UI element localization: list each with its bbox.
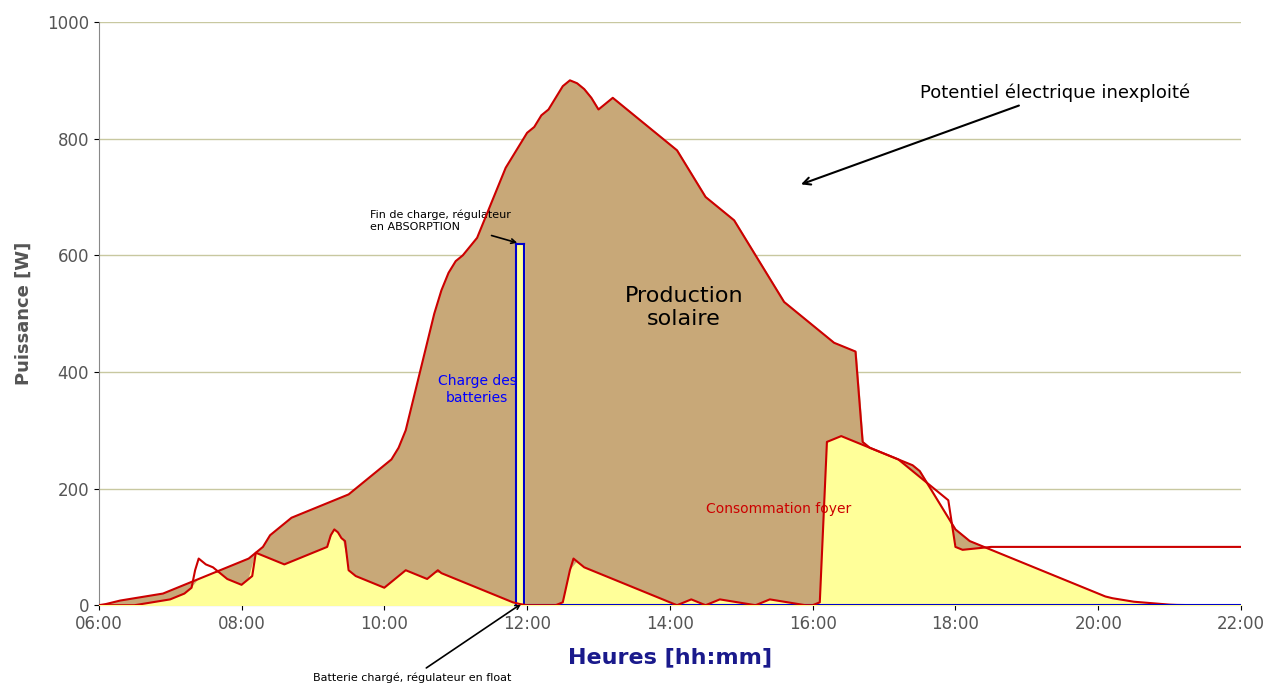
Text: Charge des
batteries: Charge des batteries [438, 374, 517, 405]
Text: Batterie chargé, régulateur en float: Batterie chargé, régulateur en float [312, 605, 520, 683]
Bar [516, 244, 524, 606]
X-axis label: Heures [hh:mm]: Heures [hh:mm] [568, 647, 772, 667]
Text: Consommation foyer: Consommation foyer [705, 502, 851, 516]
Text: Potentiel électrique inexploité: Potentiel électrique inexploité [803, 83, 1190, 185]
Text: Fin de charge, régulateur
en ABSORPTION: Fin de charge, régulateur en ABSORPTION [370, 210, 516, 244]
Y-axis label: Puissance [W]: Puissance [W] [15, 242, 33, 385]
Text: Production
solaire: Production solaire [625, 286, 744, 329]
